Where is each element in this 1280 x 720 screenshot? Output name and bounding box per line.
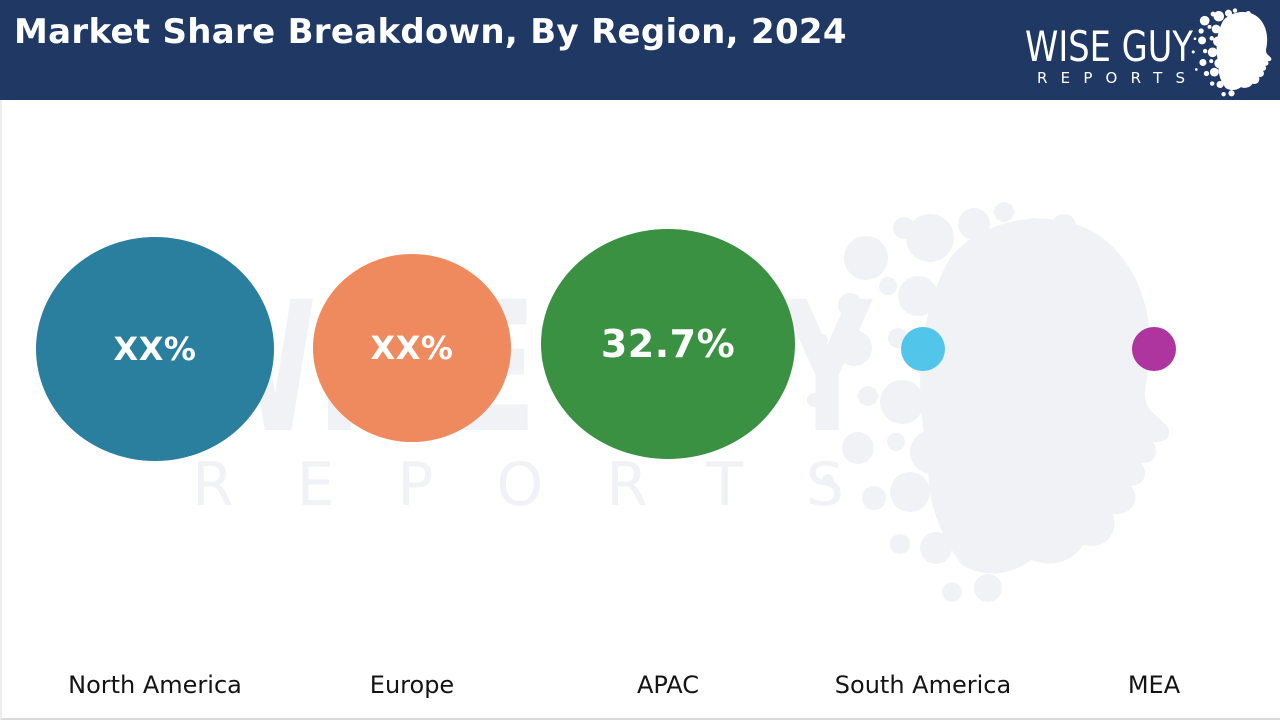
bubble-apac: 32.7% [541, 229, 795, 459]
region-label-mea: MEA [1127, 671, 1181, 699]
bubble-value-label: 32.7% [600, 322, 736, 366]
region-label-north-america: North America [68, 671, 242, 699]
header-bar: Market Share Breakdown, By Region, 2024 … [0, 0, 1280, 100]
bubble-europe: XX% [313, 254, 511, 442]
wiseguy-logo: WISE GUY REPORTS [1025, 8, 1272, 97]
region-label-south-america: South America [834, 671, 1012, 699]
logo-brand-text: WISE GUY [1025, 22, 1193, 71]
bubble-mea [1132, 327, 1176, 371]
region-label-europe: Europe [369, 671, 455, 699]
logo-reports-text: REPORTS [1037, 69, 1185, 87]
bubble-value-label: XX% [113, 330, 197, 368]
logo-face-icon [1191, 8, 1272, 97]
chart-area: WISE GUY REPORTS XX% North America XX% Euro… [0, 100, 1280, 720]
watermark-face-icon [807, 202, 1170, 602]
bubble-value-label: XX% [370, 329, 454, 367]
page-title: Market Share Breakdown, By Region, 2024 [14, 12, 847, 52]
bubble-south-america [901, 327, 945, 371]
bubble-north-america: XX% [36, 237, 274, 461]
region-label-apac: APAC [636, 671, 700, 699]
watermark-reports-text: REPORTS [192, 450, 844, 520]
